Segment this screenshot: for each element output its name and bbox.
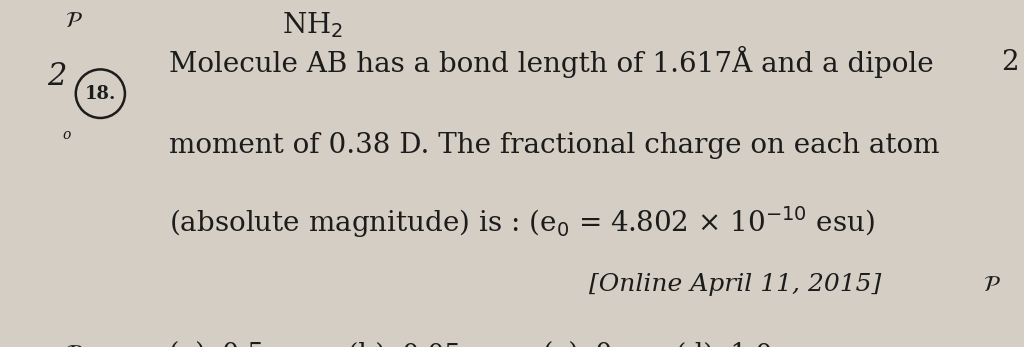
Text: 2: 2	[47, 61, 66, 92]
Text: $\mathcal{P}$: $\mathcal{P}$	[983, 273, 1000, 296]
Text: Molecule AB has a bond length of 1.617Å and a dipole: Molecule AB has a bond length of 1.617Å …	[169, 46, 934, 78]
Text: (absolute magnitude) is : (e$_0$ = 4.802 × 10$^{-10}$ esu): (absolute magnitude) is : (e$_0$ = 4.802…	[169, 204, 874, 240]
Text: [Online April 11, 2015]: [Online April 11, 2015]	[589, 273, 881, 296]
Text: (d)  1.0: (d) 1.0	[676, 341, 772, 347]
Text: (c)  0: (c) 0	[543, 341, 612, 347]
Text: $\mathcal{P}$: $\mathcal{P}$	[65, 343, 83, 347]
Text: 2: 2	[1001, 49, 1019, 76]
Text: o: o	[62, 128, 71, 142]
Text: NH$_2$: NH$_2$	[282, 10, 343, 40]
Text: (b)  0.05: (b) 0.05	[348, 341, 461, 347]
Text: $\mathcal{P}$: $\mathcal{P}$	[65, 10, 83, 32]
Text: (a)  0.5: (a) 0.5	[169, 341, 264, 347]
Text: 18.: 18.	[85, 85, 116, 103]
Text: moment of 0.38 D. The fractional charge on each atom: moment of 0.38 D. The fractional charge …	[169, 132, 939, 159]
